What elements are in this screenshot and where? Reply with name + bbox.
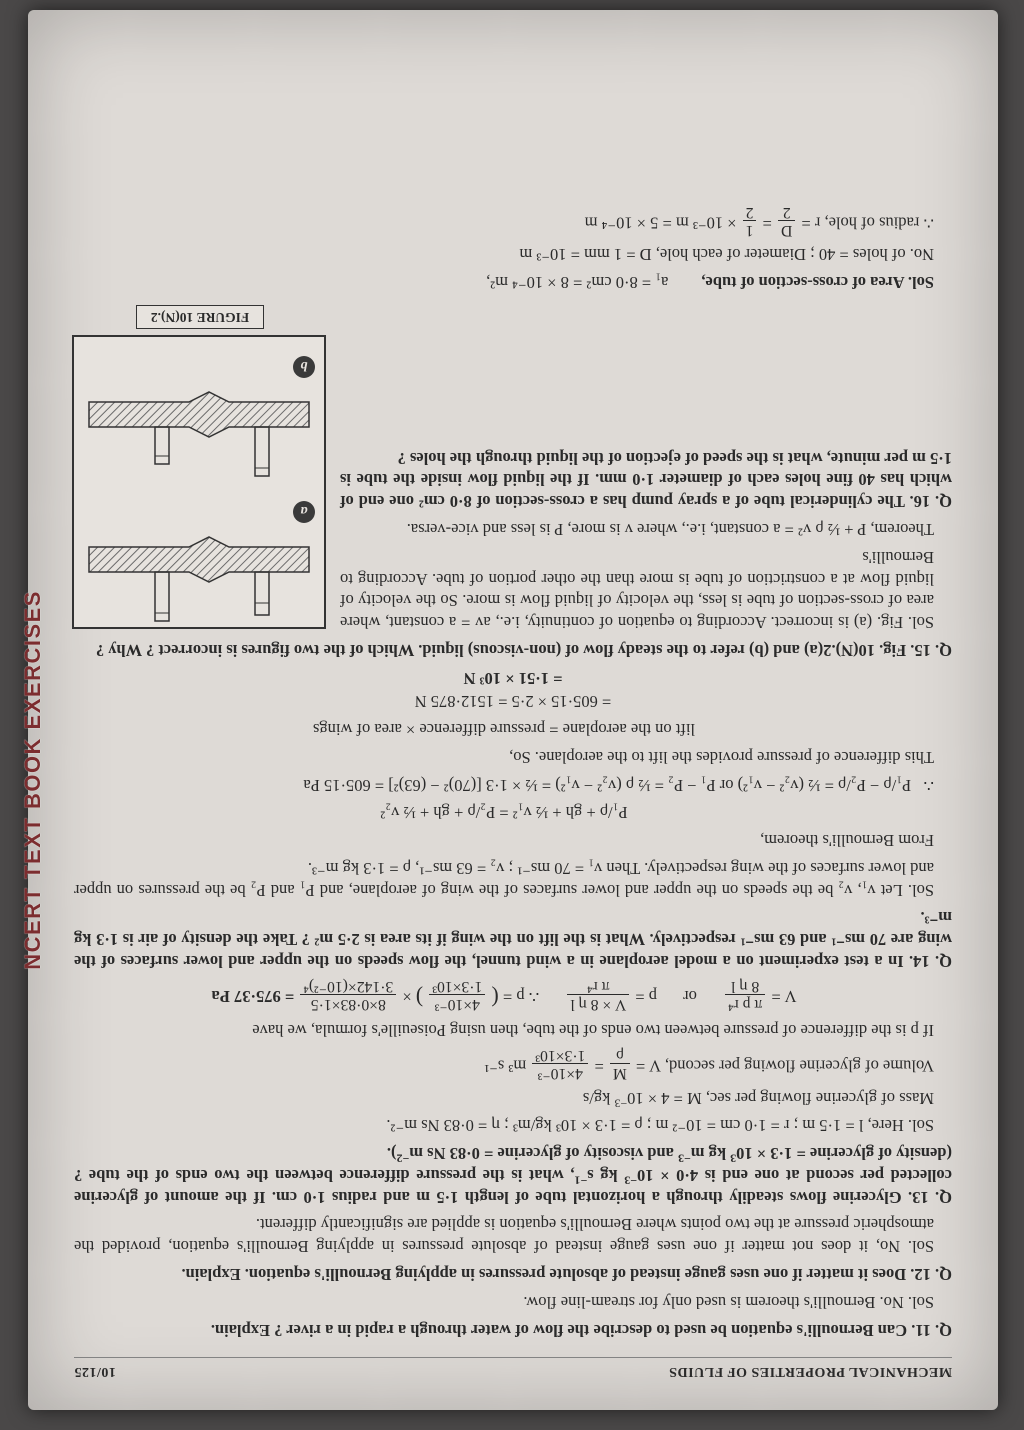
sol-label: Sol. Area of cross-section of tube, [701, 273, 934, 292]
radius-tail: × 10⁻³ m = 5 × 10⁻⁴ m [585, 213, 737, 232]
denominator: ρ [610, 1047, 630, 1063]
side-banner: NCERT TEXT BOOK EXERCISES [18, 590, 47, 970]
q14-lift2: = 605·15 × 2·5 = 1512·875 N [74, 691, 952, 713]
or-label: or [683, 987, 697, 1006]
q13-poiseuille-lead: If p is the difference of pressure betwe… [74, 1019, 952, 1041]
q13-prompt: Q. 13. Glycerine flows steadily through … [74, 1142, 952, 1207]
figure-caption: FIGURE 10(N).2 [136, 305, 264, 329]
numerator: π p r⁴ [725, 994, 765, 1011]
frac-calc1: 4×10⁻³1·3×10³ [429, 978, 485, 1012]
paren: ( [491, 986, 498, 1011]
q16-area-lead: Sol. Area of cross-section of tube, a₁ =… [74, 272, 952, 294]
page-number: 10/125 [74, 1362, 116, 1380]
q13-exp: −2 [397, 1152, 410, 1166]
running-head: MECHANICAL PROPERTIES OF FLUIDS 10/125 [74, 1357, 952, 1380]
numerator: 8×0·83×1·5 [300, 994, 396, 1011]
q16-radius: ∴ radius of hole, r = D2 = 12 × 10⁻³ m =… [74, 204, 952, 238]
q12-solution: Sol. No, it does not matter if one uses … [74, 1214, 952, 1258]
venturi-figure-svg: a b [72, 335, 326, 629]
denominator: 1·3×10³ [429, 978, 485, 994]
frac-half: 12 [743, 204, 757, 238]
denominator: 2 [743, 204, 757, 220]
V-eq: V = [767, 987, 796, 1006]
page: MECHANICAL PROPERTIES OF FLUIDS 10/125 Q… [28, 10, 998, 1410]
q13-exp: −3 [678, 1152, 691, 1166]
figure-10n2: a b FIGURE 10(N).2 [74, 305, 326, 629]
q13-result: = 975·37 Pa [212, 987, 295, 1006]
q13-volume: Volume of glycerine flowing per second, … [74, 1047, 952, 1081]
q12-prompt: Q. 12. Does it matter if one uses gauge … [74, 1263, 952, 1285]
q14-bern-lead: From Bernoulli's theorem, [74, 829, 952, 851]
numerator: D [778, 220, 795, 237]
q13-exp: −3 [624, 1173, 637, 1187]
denominator: 1·3×10³ [532, 1047, 588, 1063]
frac-vol-val: 4×10⁻³1·3×10³ [532, 1047, 588, 1081]
q14-diff: ∴ P₁/ρ − P₂/ρ = ½ (v₂² − v₁²) or P₁ − P₂… [74, 774, 952, 796]
frac-calc2: 8×0·83×1·53·142×(10⁻²)⁴ [300, 978, 396, 1012]
q13-text: ). [387, 1144, 397, 1163]
label-a: a [301, 503, 308, 518]
q16-a1: a₁ = 8·0 cm² = 8 × 10⁻⁴ m², [486, 273, 668, 292]
denominator: 2 [778, 204, 795, 220]
numerator: 1 [743, 220, 757, 237]
q15-prompt: Q. 15. Fig. 10(N).2(a) and (b) refer to … [74, 639, 952, 661]
q16-holes: No. of holes = 40 ; Diameter of each hol… [74, 244, 952, 266]
frac-p: V × 8 η lπ r⁴ [567, 978, 629, 1012]
panel-a [89, 537, 309, 621]
p-eq: p = [631, 987, 657, 1006]
panel-b [89, 392, 309, 476]
chapter-title: MECHANICAL PROPERTIES OF FLUIDS [669, 1362, 952, 1380]
q13-vol-lead: Volume of glycerine flowing per second, … [632, 1056, 934, 1075]
q13-mass-text: Mass of glycerine flowing per sec, M = 4… [627, 1089, 934, 1108]
q13-exp: 3 [730, 1152, 736, 1166]
frac-pois: π p r⁴8 η l [725, 978, 765, 1012]
numerator: M [610, 1063, 630, 1080]
radius-lead: ∴ radius of hole, r = [797, 213, 934, 232]
q13-mass-exp: −3 [615, 1096, 628, 1110]
numerator: 4×10⁻³ [532, 1063, 588, 1080]
denominator: 3·142×(10⁻²)⁴ [300, 978, 396, 994]
numerator: 4×10⁻³ [429, 994, 485, 1011]
denominator: 8 η l [725, 978, 765, 994]
frac-D2: D2 [778, 204, 795, 238]
q13-poiseuille-eq: V = π p r⁴8 η l or p = V × 8 η lπ r⁴ ∴ p… [74, 978, 952, 1013]
times: × [398, 987, 411, 1006]
q14-lift1: lift on the aeroplane = pressure differe… [74, 718, 952, 740]
numerator: V × 8 η l [567, 994, 629, 1011]
q13-exp: −1 [574, 1173, 587, 1187]
q14-lift3: = 1·51 × 10³ N [74, 667, 952, 689]
denominator: π r⁴ [567, 978, 629, 994]
q14-setup: Sol. Let v₁, v₂ be the speeds on the upp… [74, 857, 952, 901]
q13-text: kg m [691, 1144, 730, 1163]
q13-mass: Mass of glycerine flowing per sec, M = 4… [74, 1087, 952, 1109]
q14-explain: This difference of pressure provides the… [74, 746, 952, 768]
equals: = [590, 1056, 603, 1075]
q13-text: kg s [587, 1166, 624, 1185]
therefore-label: ∴ p = [499, 987, 539, 1006]
therefore: ∴ [924, 776, 935, 795]
q14-bern-eq: P₁/ρ + gh + ½ v₁² = P₂/ρ + gh + ½ v₂² [74, 802, 952, 824]
q11-prompt: Q. 11. Can Bernoulli's equation be used … [74, 1319, 952, 1341]
q14-diff-eq: P₁/ρ − P₂/ρ = ½ (v₂² − v₁²) or P₁ − P₂ =… [303, 776, 911, 795]
q13-vol-unit: m³ s⁻¹ [484, 1056, 526, 1075]
q13-mass-unit: kg/s [583, 1089, 615, 1108]
q13-text: and viscosity of glycerine = 0·83 Ns m [409, 1144, 678, 1163]
q14-prompt: Q. 14. In a test experiment on a model a… [74, 907, 952, 972]
label-b: b [301, 358, 308, 373]
equals: = [758, 213, 771, 232]
paren: ) [416, 986, 423, 1011]
q11-solution: Sol. No. Bernoulli's theorem is used onl… [74, 1291, 952, 1313]
frac-M-rho: Mρ [610, 1047, 630, 1081]
q13-given: Sol. Here, l = 1·5 m ; r = 1·0 cm = 10⁻²… [74, 1115, 952, 1137]
